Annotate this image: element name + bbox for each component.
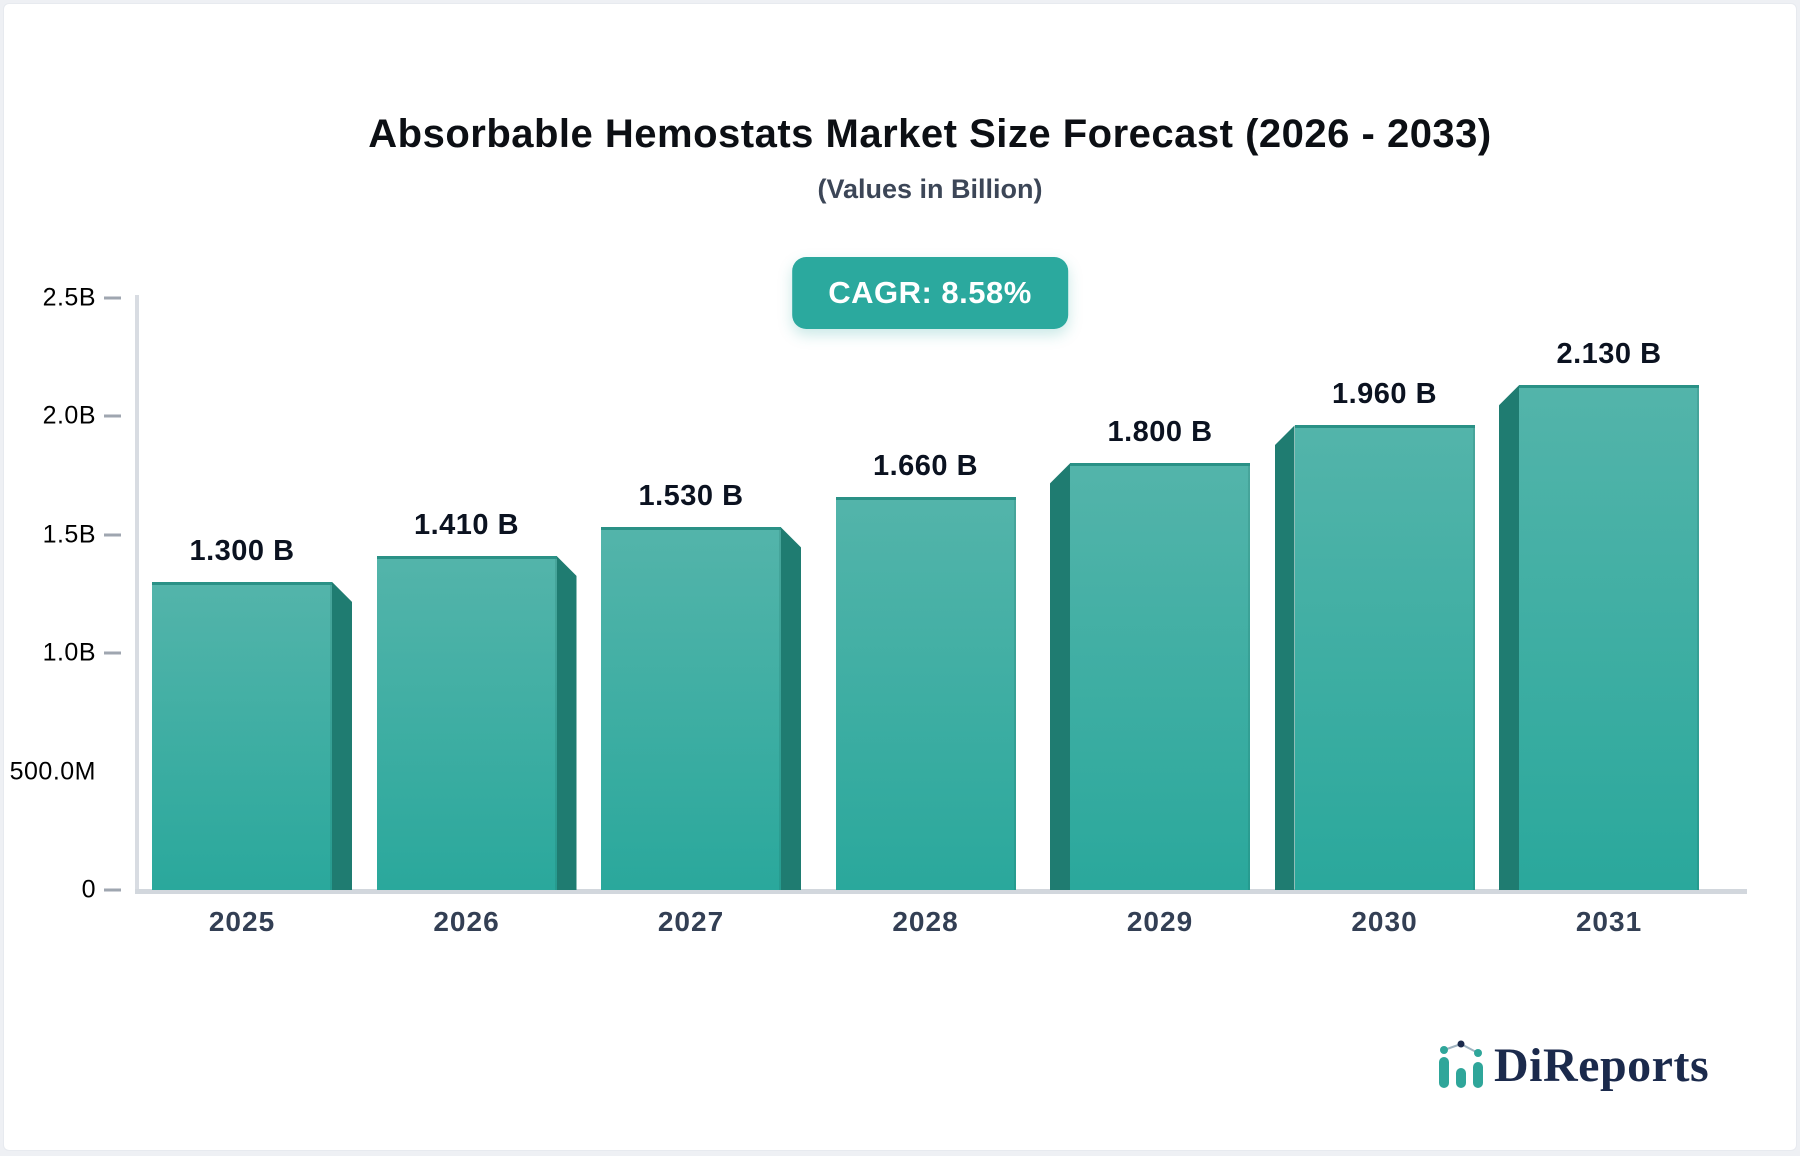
bar-side-face-2025 [332, 581, 352, 890]
chart-title: Absorbable Hemostats Market Size Forecas… [368, 112, 1492, 156]
bar-side-face-2026 [556, 555, 577, 890]
cagr-badge: CAGR: 8.58% [792, 257, 1068, 329]
bar-side-face-2027 [781, 527, 801, 890]
bar-side-face-2031 [1499, 385, 1519, 890]
x-axis-tick-label: 2030 [1351, 906, 1418, 937]
y-axis-tick-label: 2.5B [42, 283, 96, 311]
y-axis-tick-label: 1.5B [42, 520, 96, 548]
x-axis-tick-label: 2031 [1575, 906, 1643, 937]
bar-value-label: 1.800 B [1107, 416, 1213, 449]
y-axis-tick-mark [104, 296, 121, 299]
bar-2031 [1519, 385, 1699, 890]
bar-2028 [835, 496, 1016, 890]
x-axis-tick-label: 2027 [657, 906, 725, 937]
y-axis-tick-label: 1.0B [42, 638, 96, 667]
y-axis-tick-label: 0 [81, 875, 96, 904]
x-axis-tick-label: 2026 [433, 906, 500, 937]
bar-2025 [152, 581, 332, 890]
bar-side-face-2030 [1274, 425, 1295, 890]
chart-subtitle: (Values in Billion) [817, 174, 1043, 204]
bar-2026 [376, 555, 557, 890]
y-axis-tick-mark [104, 533, 121, 536]
logo-text: DiReports [1494, 1039, 1710, 1092]
bar-value-label: 1.300 B [189, 534, 295, 567]
x-axis-tick-label: 2029 [1126, 906, 1194, 937]
bar-2029 [1070, 463, 1250, 890]
bar-2027 [601, 527, 781, 890]
chart-card: Absorbable Hemostats Market Size Forecas… [3, 3, 1797, 1151]
direports-logo[interactable]: DiReports [1436, 1040, 1709, 1090]
bar-value-label: 1.960 B [1331, 378, 1438, 411]
cagr-badge-label: CAGR: 8.58% [828, 275, 1032, 310]
bar-value-label: 1.660 B [872, 449, 979, 482]
bar-value-label: 2.130 B [1556, 338, 1662, 371]
y-axis-tick-label: 500.0M [9, 757, 96, 785]
bar-2030 [1294, 425, 1475, 890]
bar-value-label: 1.530 B [638, 480, 744, 513]
x-axis-tick-label: 2028 [892, 906, 959, 937]
y-axis-line [135, 295, 139, 892]
y-axis-tick-mark [104, 888, 121, 892]
bar-side-face-2029 [1050, 463, 1070, 890]
x-axis-line [135, 889, 1747, 894]
bar-line-chart-icon [1439, 1040, 1483, 1088]
x-axis-tick-label: 2025 [208, 906, 276, 937]
y-axis-tick-label: 2.0B [42, 401, 96, 430]
bar-value-label: 1.410 B [413, 508, 520, 541]
y-axis-tick-mark [104, 651, 121, 655]
y-axis-tick-mark [104, 414, 121, 418]
